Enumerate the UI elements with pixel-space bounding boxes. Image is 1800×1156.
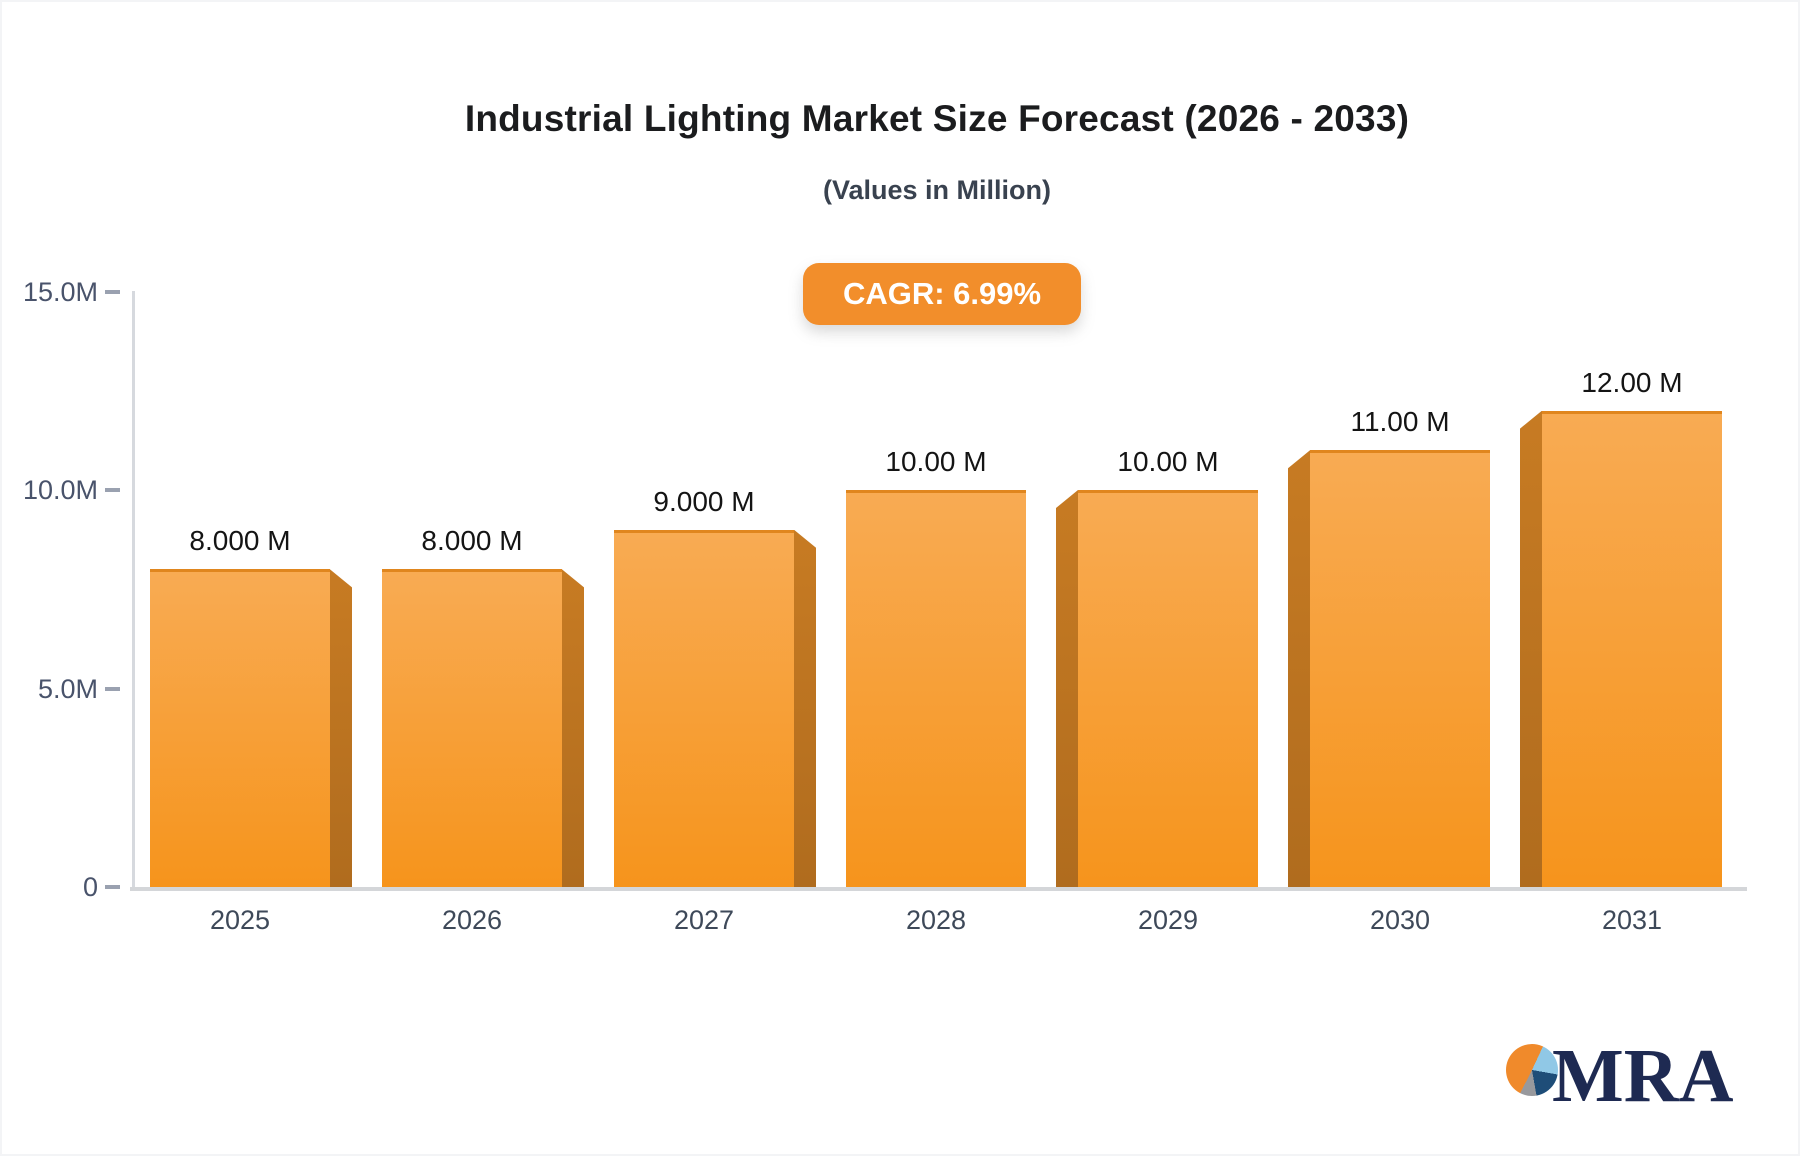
chart-subtitle: (Values in Million): [822, 175, 1052, 205]
bar-side-bevel: [1520, 410, 1542, 887]
y-tick-label: 0: [82, 872, 98, 902]
x-axis-label-2031: 2031: [1601, 905, 1663, 935]
bar-value-label: 9.000 M: [653, 485, 755, 517]
bar-2031[interactable]: [1520, 410, 1722, 887]
bar-value-label: 11.00 M: [1350, 406, 1450, 438]
y-tick-mark: [105, 289, 120, 294]
bar-side-bevel: [1288, 450, 1310, 887]
y-axis-line: [132, 291, 135, 887]
pie-chart-logo-icon: [1506, 1044, 1558, 1096]
x-axis-label-2026: 2026: [441, 905, 503, 935]
y-tick-label: 5.0M: [37, 673, 98, 704]
x-axis-label-2027: 2027: [673, 905, 735, 935]
bar-value-label: 10.00 M: [1117, 446, 1219, 477]
y-tick-mark: [105, 488, 120, 492]
x-axis-label-2025: 2025: [209, 905, 271, 935]
x-axis-label-2029: 2029: [1137, 905, 1199, 935]
bar-face[interactable]: [1542, 410, 1722, 887]
chart-title: Industrial Lighting Market Size Forecast…: [464, 98, 1410, 139]
bar-value-label: 8.000 M: [421, 525, 523, 557]
bar-2030[interactable]: [1288, 450, 1490, 887]
x-axis-label-2028: 2028: [905, 905, 967, 935]
bar-face[interactable]: [614, 529, 794, 887]
bar-face[interactable]: [1078, 490, 1258, 887]
y-tick-mark: [105, 686, 120, 691]
bar-2026[interactable]: [382, 569, 584, 887]
bar-value-label: 10.00 M: [885, 446, 987, 477]
bar-2028[interactable]: [846, 490, 1026, 887]
bar-face[interactable]: [846, 490, 1026, 887]
brand-logo: MRA: [1506, 1022, 1746, 1118]
bar-value-label: 12.00 M: [1581, 366, 1683, 398]
x-axis-label-2030: 2030: [1369, 905, 1431, 935]
y-tick-label: 10.0M: [22, 475, 98, 505]
bar-side-bevel: [330, 569, 352, 887]
y-tick-label: 15.0M: [22, 276, 98, 307]
bar-side-bevel: [562, 569, 584, 887]
y-tick-mark: [105, 885, 120, 889]
cagr-badge: CAGR: 6.99%: [803, 263, 1081, 325]
bar-2027[interactable]: [614, 529, 816, 887]
bar-2025[interactable]: [150, 569, 352, 887]
bar-value-label: 8.000 M: [189, 525, 291, 557]
bar-face[interactable]: [1310, 450, 1490, 887]
x-axis-baseline: [130, 887, 1747, 891]
bar-2029[interactable]: [1056, 490, 1258, 887]
bar-face[interactable]: [382, 569, 562, 887]
bar-side-bevel: [794, 529, 816, 887]
logo-text: MRA: [1552, 1034, 1734, 1118]
bar-side-bevel: [1056, 490, 1078, 887]
bar-face[interactable]: [150, 569, 330, 887]
